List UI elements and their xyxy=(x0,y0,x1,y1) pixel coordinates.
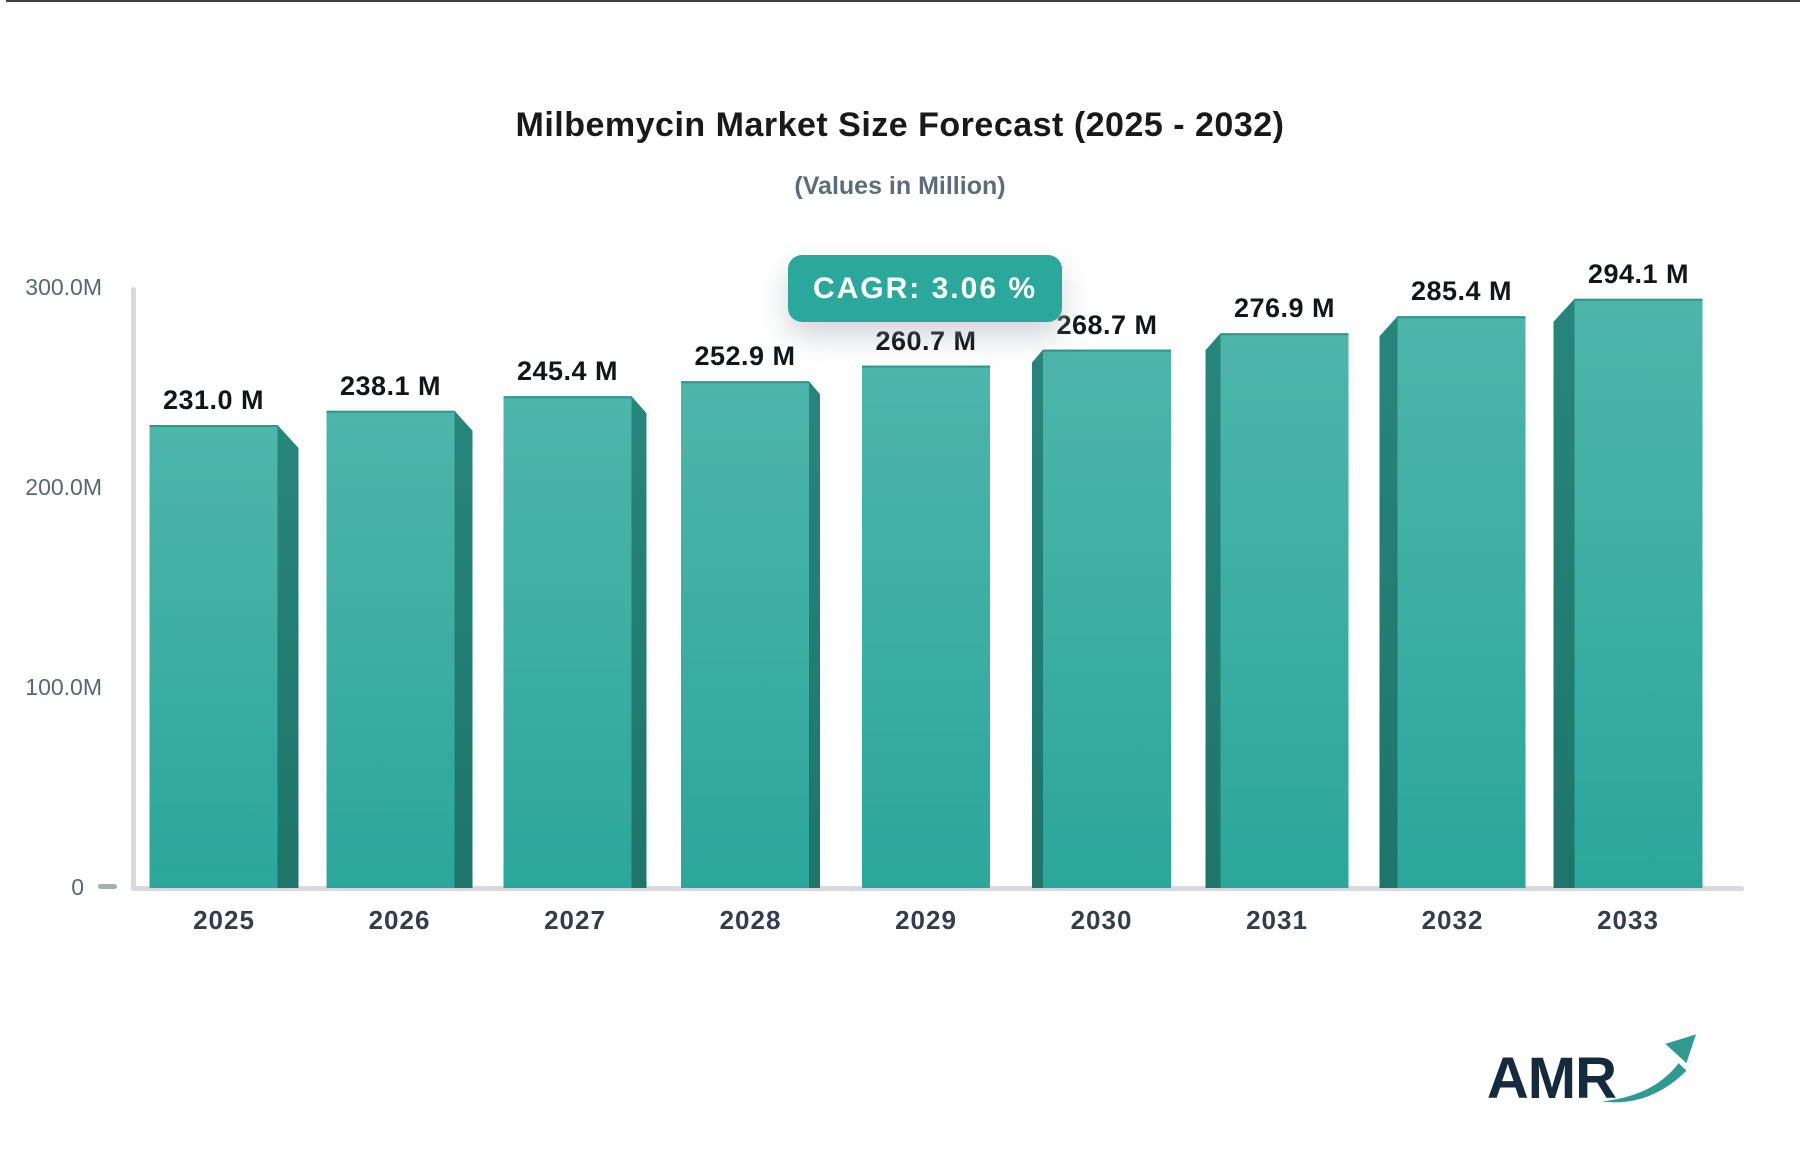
x-axis-line xyxy=(131,886,1744,891)
bar-value-label: 231.0 M xyxy=(162,385,265,415)
bar-2026 xyxy=(326,410,455,888)
bar-2028 xyxy=(681,381,809,888)
x-axis-label: 2029 xyxy=(895,905,957,935)
zero-tick-mark xyxy=(98,884,117,889)
bar-3d-side xyxy=(1205,333,1221,888)
bar-3d-side xyxy=(454,410,473,888)
x-axis-label: 2032 xyxy=(1421,905,1484,935)
bar-value-label: 268.7 M xyxy=(1056,309,1158,340)
cagr-badge: CAGR: 3.06 % xyxy=(788,255,1062,322)
x-axis-label: 2027 xyxy=(544,905,606,935)
bar-3d-side xyxy=(631,396,647,888)
x-axis-label: 2033 xyxy=(1597,905,1659,935)
bar-2025 xyxy=(149,425,278,888)
bar-value-label: 276.9 M xyxy=(1233,293,1336,324)
bar-3d-side xyxy=(1553,298,1575,888)
bar-3d-side xyxy=(809,381,820,888)
bar-value-label: 245.4 M xyxy=(516,356,619,387)
bar-2027 xyxy=(503,396,632,888)
bar-3d-side xyxy=(1379,316,1398,888)
bar-value-label: 294.1 M xyxy=(1587,258,1690,289)
bar-2032 xyxy=(1397,316,1526,888)
chart-subtitle: (Values in Million) xyxy=(794,172,1006,200)
x-axis-label: 2030 xyxy=(1070,905,1133,935)
y-axis-line xyxy=(131,287,136,888)
x-axis-label: 2028 xyxy=(719,905,782,935)
amr-logo: AMR xyxy=(1487,1026,1696,1108)
y-axis-label: 100.0M xyxy=(25,674,102,700)
bar-value-label: 238.1 M xyxy=(339,370,442,401)
chart-title: Milbemycin Market Size Forecast (2025 - … xyxy=(515,106,1285,144)
x-axis-label: 2025 xyxy=(193,905,255,935)
x-axis-label: 2026 xyxy=(368,905,431,935)
bar-2029 xyxy=(862,365,990,889)
bar-2033 xyxy=(1574,298,1703,888)
amr-logo-text: AMR xyxy=(1486,1046,1617,1111)
y-axis-label: 0 xyxy=(71,874,84,900)
y-axis-label: 200.0M xyxy=(25,474,102,500)
y-axis-label: 300.0M xyxy=(25,274,102,300)
bar-2031 xyxy=(1220,333,1349,888)
bar-3d-side xyxy=(1032,349,1043,889)
x-axis-label: 2031 xyxy=(1246,905,1308,935)
bar-value-label: 285.4 M xyxy=(1410,276,1513,307)
window-top-border xyxy=(6,0,1800,2)
amr-logo-arrow-icon xyxy=(1601,1034,1696,1103)
bar-3d-side xyxy=(277,425,299,888)
bar-value-label: 252.9 M xyxy=(694,341,796,372)
bar-value-label: 260.7 M xyxy=(875,325,977,356)
bar-2030 xyxy=(1043,349,1171,889)
